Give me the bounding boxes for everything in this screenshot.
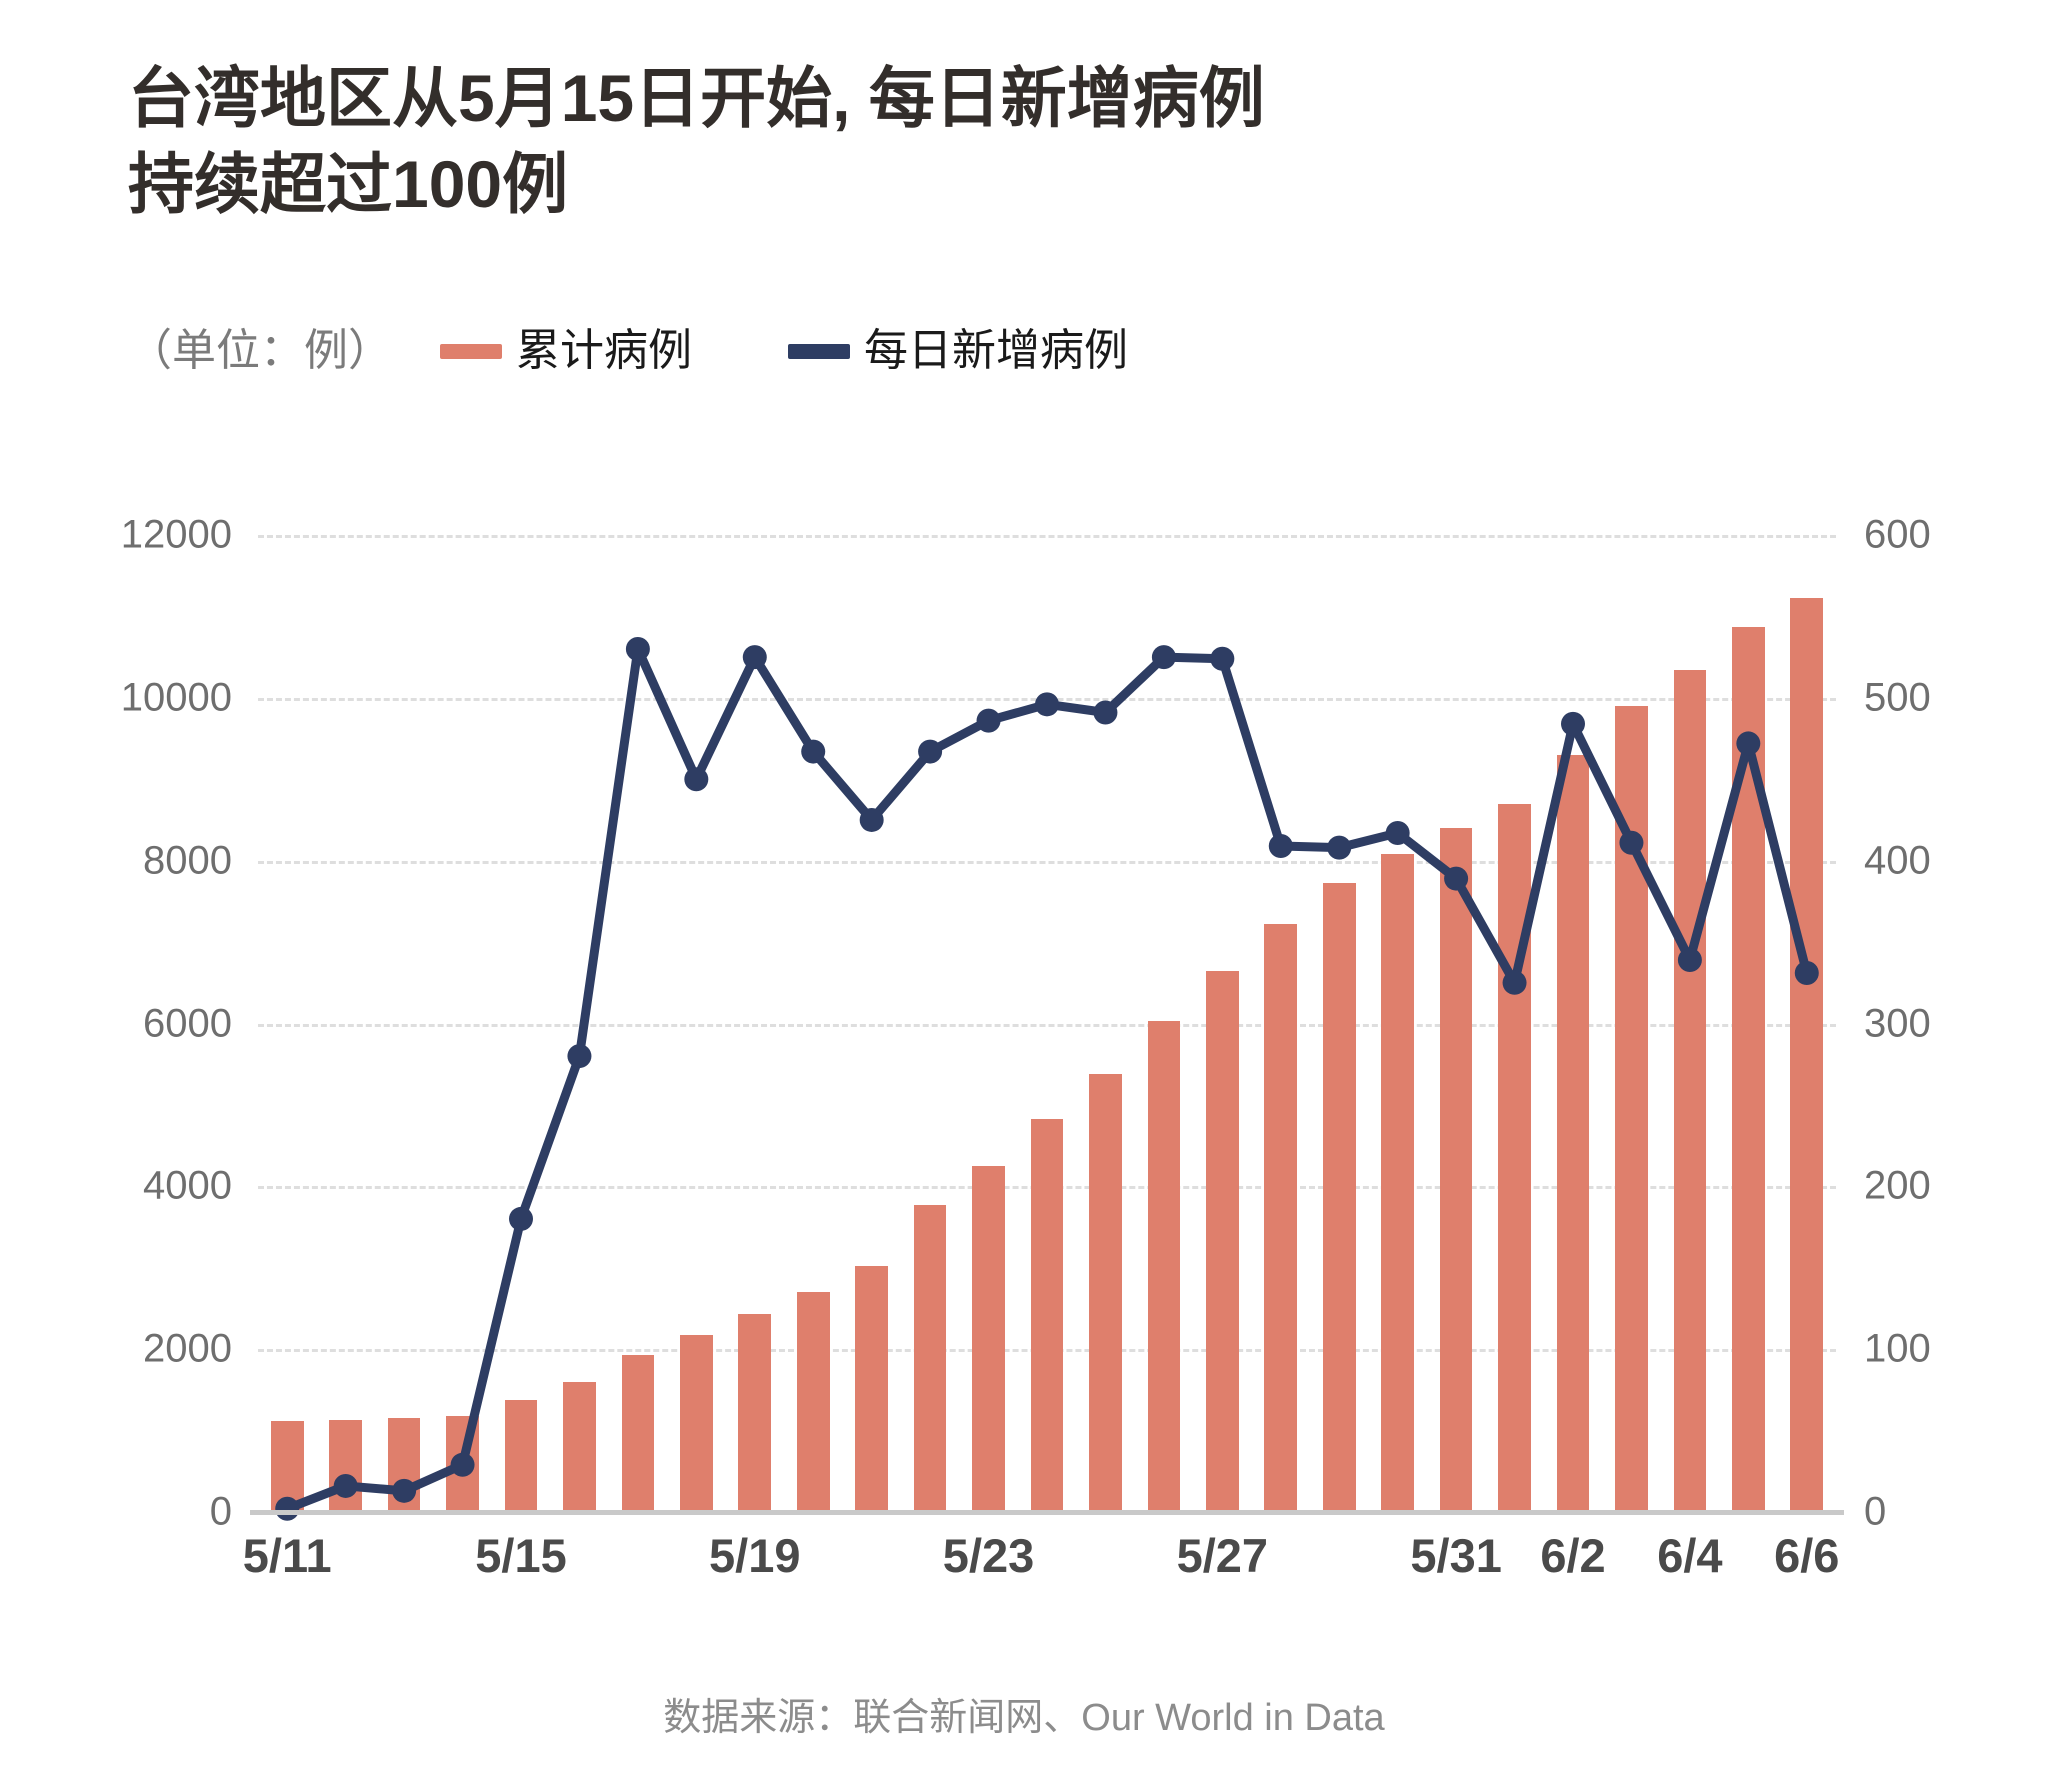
line-point [1327, 835, 1352, 860]
line-point [1210, 646, 1235, 671]
x-axis-labels: 5/11 5/15 5/19 5/23 5/27 5/31 6/2 6/4 6/6 [243, 1528, 1840, 1598]
x-tick-label: 5/19 [709, 1529, 801, 1582]
line-point [625, 636, 650, 661]
line-point [567, 1044, 592, 1069]
y-tick-right: 500 [1864, 675, 1931, 720]
bar [563, 1381, 596, 1512]
chart-legend: （单位：例） 累计病例 每日新增病例 [128, 322, 1224, 380]
bar [1439, 828, 1473, 1512]
bar [972, 1166, 1005, 1512]
bar [1264, 924, 1298, 1512]
line-point [1444, 866, 1469, 891]
gridline [258, 1023, 1836, 1027]
line-point [1619, 830, 1644, 855]
legend-swatch-cumulative-icon [440, 343, 502, 359]
bar [1790, 598, 1824, 1512]
line-point [1093, 700, 1118, 725]
y-tick-left: 2000 [143, 1326, 232, 1371]
line-point [1502, 970, 1527, 995]
bar [738, 1314, 772, 1512]
bar [1556, 755, 1590, 1512]
y-tick-left: 12000 [120, 512, 232, 557]
line-path [282, 644, 1812, 1514]
line-point [1385, 820, 1410, 845]
legend-item-cumulative[interactable]: 累计病例 [440, 329, 692, 373]
x-tick-label: 5/11 [242, 1529, 332, 1582]
bar [855, 1265, 889, 1512]
bar [1147, 1021, 1181, 1512]
legend-label-daily-new: 每日新增病例 [864, 326, 1128, 375]
gridline [258, 860, 1836, 864]
x-tick-label: 6/2 [1540, 1529, 1606, 1582]
y-tick-right: 200 [1864, 1163, 1931, 1208]
line-point [1736, 731, 1761, 756]
y-tick-right: 300 [1864, 1001, 1931, 1045]
y-tick-left: 4000 [143, 1163, 232, 1208]
bar [1381, 853, 1415, 1512]
line-point [742, 645, 767, 670]
line-point [1268, 834, 1293, 859]
plot-area: 0 2000 4000 6000 8000 10000 12000 0 100 200 300 40… [121, 513, 1931, 1534]
y-tick-left: 8000 [143, 838, 232, 883]
line-series [275, 636, 1819, 1521]
x-tick-label: 5/23 [942, 1529, 1035, 1582]
bar [1089, 1074, 1122, 1512]
y-tick-left: 6000 [143, 1001, 232, 1045]
bar [621, 1354, 655, 1512]
bar-series [258, 535, 1836, 1512]
x-tick-label: 5/31 [1410, 1529, 1502, 1582]
line-point [392, 1478, 417, 1503]
y-tick-right: 600 [1864, 512, 1931, 557]
line-point [450, 1452, 475, 1477]
line-point [976, 708, 1001, 733]
line-point [1794, 961, 1819, 986]
y-tick-right: 0 [1864, 1489, 1887, 1534]
line-point [275, 1496, 300, 1521]
line-point [1151, 645, 1176, 670]
line-point [1561, 711, 1585, 736]
x-tick-label: 5/15 [475, 1529, 567, 1582]
y-tick-left: 0 [209, 1489, 232, 1534]
x-axis-line [250, 1510, 1844, 1515]
line-point [684, 767, 709, 792]
line-point [509, 1206, 533, 1231]
bar [504, 1399, 538, 1512]
y-tick-left: 10000 [120, 675, 232, 720]
bar [1030, 1119, 1064, 1512]
line-point [801, 739, 826, 764]
line-point [859, 807, 884, 832]
x-tick-label: 6/6 [1774, 1529, 1840, 1582]
y-tick-right: 100 [1864, 1326, 1931, 1371]
bar [1205, 970, 1239, 1512]
gridline [258, 535, 1836, 538]
source-note: 数据来源：联合新闻网、Our World in Data [663, 1697, 1385, 1739]
line-point [1035, 692, 1059, 717]
line-point [333, 1473, 358, 1498]
x-tick-label: 6/4 [1657, 1529, 1723, 1582]
bar [1322, 883, 1356, 1512]
unit-note: （单位：例） [128, 326, 392, 375]
y-tick-right: 400 [1864, 838, 1931, 883]
legend-label-cumulative: 累计病例 [516, 326, 692, 375]
line-point [1677, 948, 1702, 972]
bar [1673, 669, 1707, 1512]
legend-item-daily-new[interactable]: 每日新增病例 [788, 329, 1128, 373]
bar [679, 1335, 713, 1512]
bar [796, 1292, 830, 1512]
bar [913, 1205, 947, 1512]
x-tick-label: 5/27 [1176, 1529, 1269, 1582]
line-point [918, 739, 943, 764]
legend-swatch-daily-new-icon [788, 343, 850, 359]
page-title: 台湾地区从5月15日开始, 每日新增病例 持续超过100例 [128, 61, 1265, 221]
